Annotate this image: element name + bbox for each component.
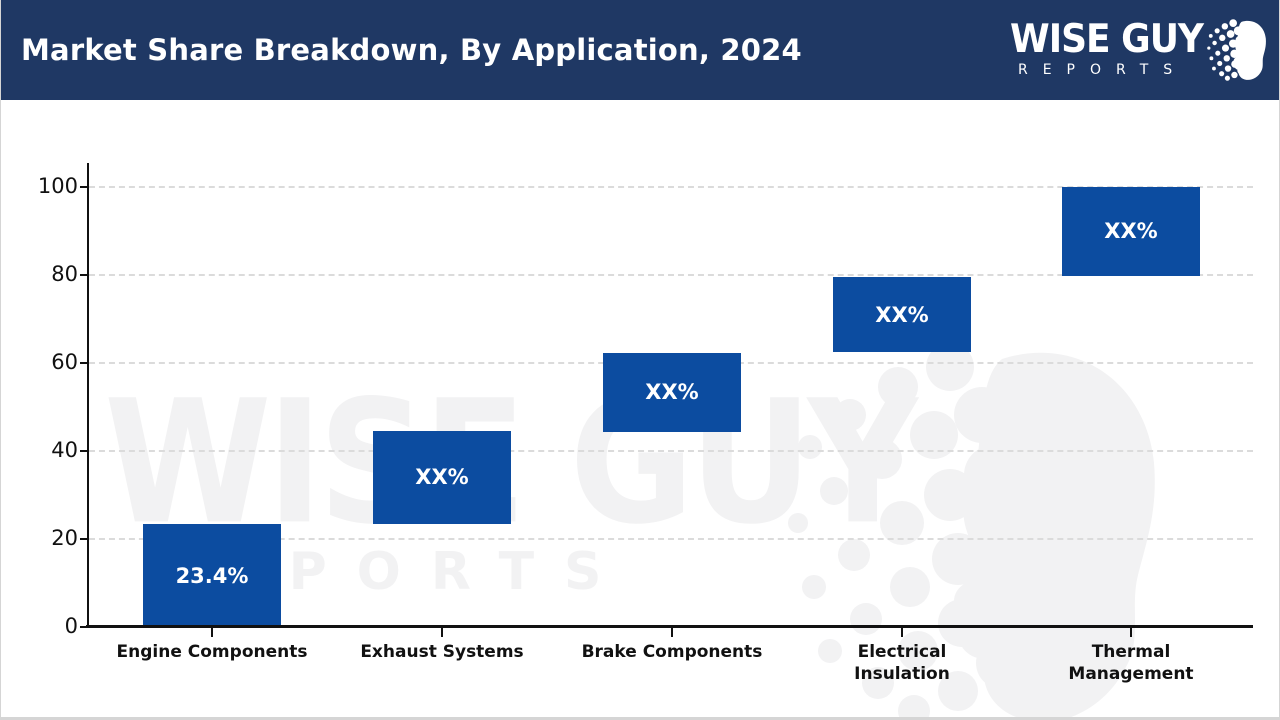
y-tick-80 bbox=[80, 274, 88, 276]
brand-subtitle-text: REPORTS bbox=[1017, 62, 1188, 78]
bar-brake-components: XX% bbox=[603, 352, 741, 432]
gridline-40 bbox=[89, 450, 1253, 452]
bar-exhaust-systems: XX% bbox=[373, 431, 511, 524]
x-axis-label-thermal-management: Thermal Management bbox=[1068, 642, 1194, 685]
x-tick-thermal-management bbox=[1130, 628, 1132, 637]
x-tick-engine-components bbox=[211, 628, 213, 637]
bar-value-label-brake-components: XX% bbox=[645, 380, 699, 405]
brand-head-icon bbox=[1205, 7, 1269, 93]
bar-electrical-insulation: XX% bbox=[833, 277, 971, 353]
y-tick-0 bbox=[80, 626, 88, 628]
brand-wordmark: WISE GUY REPORTS bbox=[1009, 17, 1204, 78]
x-axis-label-electrical-insulation: Electrical Insulation bbox=[854, 642, 950, 685]
y-tick-label-0: 0 bbox=[64, 614, 78, 638]
y-tick-20 bbox=[80, 538, 88, 540]
x-axis-line bbox=[86, 625, 1253, 628]
page-title: Market Share Breakdown, By Application, … bbox=[21, 33, 802, 67]
bar-value-label-thermal-management: XX% bbox=[1104, 219, 1158, 244]
y-tick-label-100: 100 bbox=[37, 174, 78, 198]
plot-area: 0 20 40 60 80 100 23.4% XX% XX% XX% XX% Engine Co… bbox=[1, 100, 1279, 717]
brand-name-text: WISE GUY bbox=[1009, 17, 1204, 62]
bar-value-label-electrical-insulation: XX% bbox=[875, 302, 929, 327]
bar-value-label-engine-components: 23.4% bbox=[175, 563, 249, 588]
y-tick-label-60: 60 bbox=[51, 350, 78, 374]
x-axis-label-engine-components: Engine Components bbox=[116, 642, 308, 662]
x-tick-electrical-insulation bbox=[901, 628, 903, 637]
x-tick-exhaust-systems bbox=[441, 628, 443, 637]
x-tick-brake-components bbox=[671, 628, 673, 637]
y-tick-100 bbox=[80, 186, 88, 188]
y-axis-line bbox=[87, 163, 89, 628]
y-tick-label-80: 80 bbox=[51, 262, 78, 286]
x-axis-label-brake-components: Brake Components bbox=[581, 642, 763, 662]
y-tick-60 bbox=[80, 362, 88, 364]
header-bar: Market Share Breakdown, By Application, … bbox=[1, 0, 1279, 100]
brand-logo: WISE GUY REPORTS bbox=[1010, 7, 1269, 93]
y-tick-40 bbox=[80, 450, 88, 452]
chart-area: WISE GUY REPORTS 0 20 40 60 80 100 23.4% XX% XX… bbox=[1, 100, 1279, 717]
bar-thermal-management: XX% bbox=[1062, 187, 1200, 276]
y-tick-label-40: 40 bbox=[51, 438, 78, 462]
gridline-100 bbox=[89, 186, 1253, 188]
bar-value-label-exhaust-systems: XX% bbox=[415, 465, 469, 490]
bar-engine-components: 23.4% bbox=[143, 524, 281, 627]
y-tick-label-20: 20 bbox=[51, 526, 78, 550]
gridline-80 bbox=[89, 274, 1253, 276]
gridline-20 bbox=[89, 538, 1253, 540]
x-axis-label-exhaust-systems: Exhaust Systems bbox=[360, 642, 524, 662]
